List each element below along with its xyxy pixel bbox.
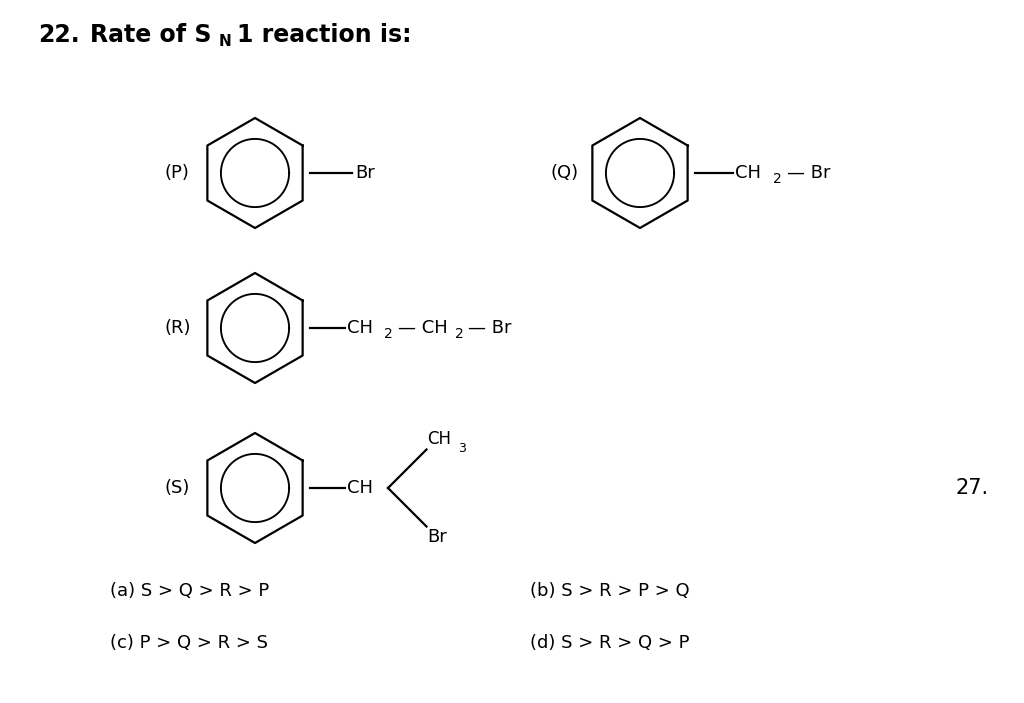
Text: CH: CH bbox=[735, 164, 761, 182]
Text: Br: Br bbox=[428, 527, 447, 546]
Text: 27.: 27. bbox=[955, 478, 988, 498]
Text: (P): (P) bbox=[165, 164, 189, 182]
Text: 22.: 22. bbox=[38, 23, 80, 47]
Text: CH: CH bbox=[428, 430, 452, 449]
Text: CH: CH bbox=[347, 319, 373, 337]
Text: CH: CH bbox=[347, 479, 373, 497]
Text: (R): (R) bbox=[165, 319, 191, 337]
Text: (b) S > R > P > Q: (b) S > R > P > Q bbox=[530, 582, 689, 600]
Text: (Q): (Q) bbox=[550, 164, 579, 182]
Text: Br: Br bbox=[355, 164, 375, 182]
Text: (d) S > R > Q > P: (d) S > R > Q > P bbox=[530, 634, 689, 652]
Text: (a) S > Q > R > P: (a) S > Q > R > P bbox=[110, 582, 269, 600]
Text: 2: 2 bbox=[773, 172, 781, 186]
Text: — Br: — Br bbox=[787, 164, 830, 182]
Text: 1 reaction is:: 1 reaction is: bbox=[237, 23, 412, 47]
Text: 3: 3 bbox=[458, 442, 466, 456]
Text: 2: 2 bbox=[455, 327, 464, 341]
Text: (c) P > Q > R > S: (c) P > Q > R > S bbox=[110, 634, 268, 652]
Text: — Br: — Br bbox=[468, 319, 512, 337]
Text: 2: 2 bbox=[384, 327, 393, 341]
Text: Rate of S: Rate of S bbox=[90, 23, 212, 47]
Text: N: N bbox=[219, 34, 231, 49]
Text: — CH: — CH bbox=[398, 319, 447, 337]
Text: (S): (S) bbox=[165, 479, 190, 497]
